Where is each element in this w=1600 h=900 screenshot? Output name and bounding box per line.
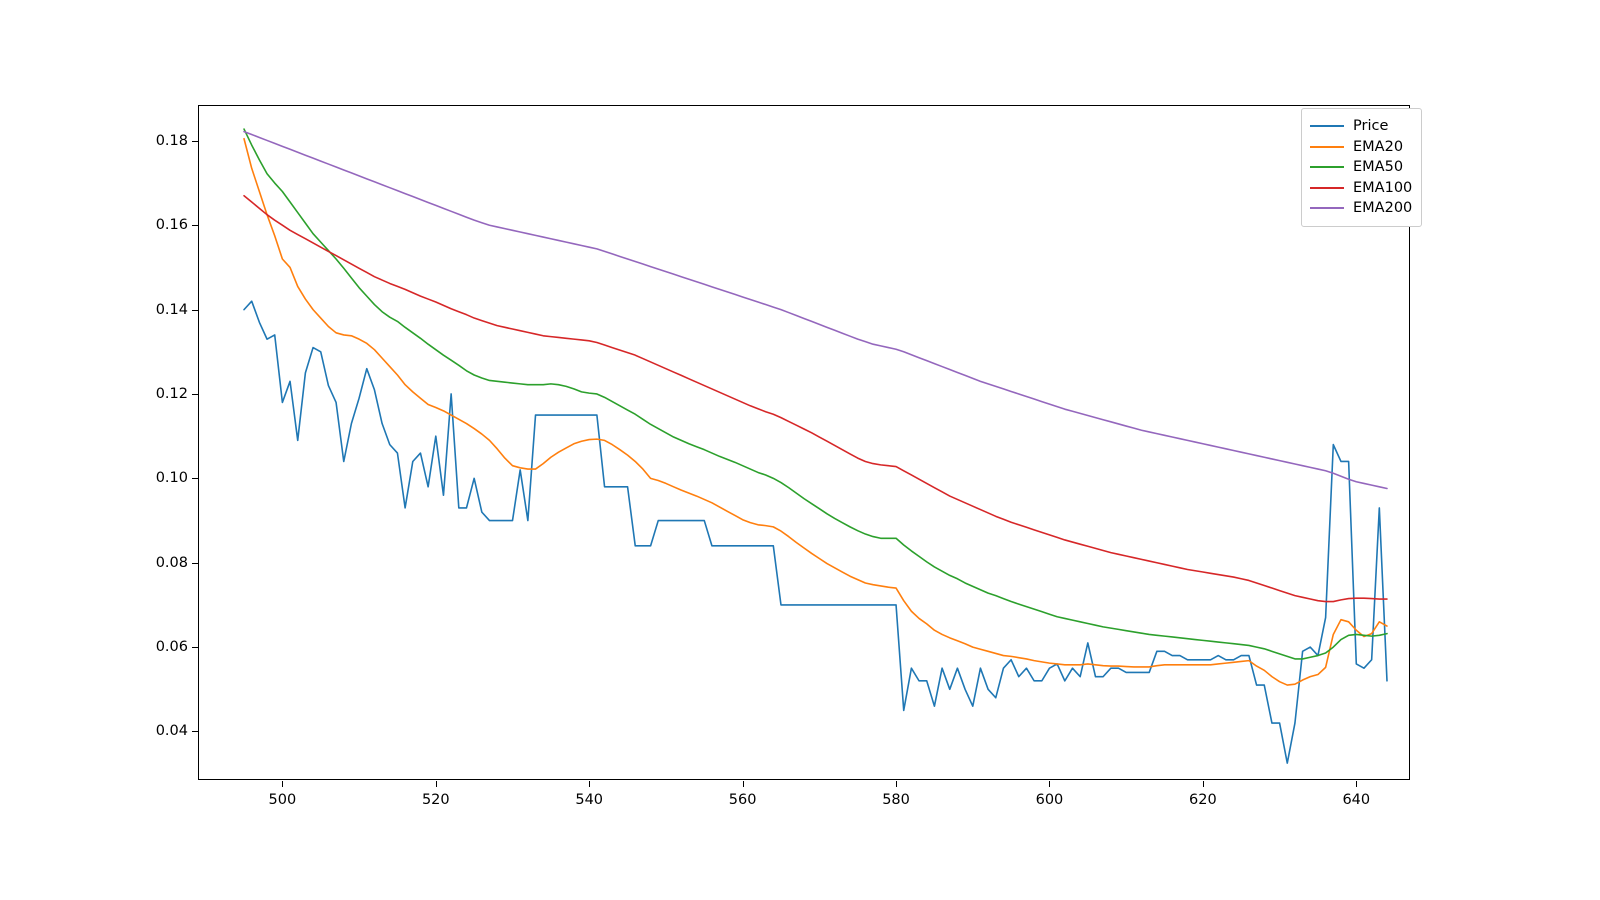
- legend-item-ema200[interactable]: EMA200: [1310, 198, 1412, 219]
- legend-item-ema100[interactable]: EMA100: [1310, 178, 1412, 199]
- y-tick-label: 0.16: [155, 217, 188, 234]
- y-tick-label: 0.10: [155, 470, 188, 487]
- x-tick-mark: [742, 781, 744, 787]
- x-tick-label: 520: [421, 792, 450, 808]
- legend-label: EMA20: [1353, 138, 1404, 155]
- x-tick-label: 500: [268, 792, 297, 808]
- x-axis-tick-marks: [198, 781, 1410, 791]
- x-tick-label: 620: [1189, 792, 1217, 808]
- chart-legend[interactable]: Price EMA20 EMA50 EMA100 EMA200: [1301, 108, 1423, 227]
- y-tick-mark: [192, 731, 198, 733]
- series-line-ema50: [243, 128, 1388, 660]
- y-tick-mark: [192, 309, 198, 311]
- legend-label: EMA200: [1353, 200, 1413, 216]
- x-tick-mark: [1049, 781, 1051, 787]
- y-tick-label: 0.06: [155, 639, 188, 656]
- x-tick-mark: [282, 781, 284, 787]
- legend-label: EMA50: [1353, 159, 1404, 175]
- y-tick-label: 0.18: [155, 132, 188, 149]
- legend-color-swatch: [1310, 125, 1344, 128]
- x-axis-tick-labels: 500 520 540 560 580 600 620 640: [198, 782, 1410, 822]
- legend-color-swatch: [1310, 207, 1344, 210]
- x-tick-mark: [1202, 781, 1204, 787]
- y-axis-tick-marks: [0, 105, 198, 780]
- y-tick-mark: [192, 478, 198, 480]
- legend-item-ema20[interactable]: EMA20: [1310, 137, 1412, 158]
- legend-label: EMA100: [1353, 179, 1413, 196]
- x-tick-label: 600: [1035, 792, 1064, 808]
- y-axis-tick-labels: 0.04 0.06 0.08 0.10 0.12 0.14 0.16 0.18: [0, 105, 188, 780]
- series-line-ema200: [243, 130, 1388, 490]
- y-tick-label: 0.12: [155, 385, 188, 402]
- legend-item-price[interactable]: Price: [1310, 116, 1412, 137]
- y-tick-label: 0.04: [155, 723, 188, 740]
- y-tick-label: 0.14: [155, 301, 188, 318]
- plot-lines: [243, 128, 1388, 764]
- y-tick-label: 0.08: [155, 554, 188, 571]
- y-tick-mark: [192, 562, 198, 564]
- x-tick-mark: [435, 781, 437, 787]
- plot-axes: [198, 105, 1410, 780]
- series-line-ema20: [243, 137, 1388, 686]
- y-tick-mark: [192, 140, 198, 142]
- legend-label: Price: [1353, 118, 1389, 134]
- y-tick-mark: [192, 647, 198, 649]
- legend-color-swatch: [1310, 166, 1344, 169]
- x-tick-mark: [1356, 781, 1358, 787]
- legend-item-ema50[interactable]: EMA50: [1310, 157, 1412, 178]
- x-tick-label: 560: [728, 792, 757, 808]
- series-line-price: [243, 300, 1388, 764]
- legend-color-swatch: [1310, 186, 1344, 189]
- series-line-ema100: [243, 194, 1388, 603]
- x-tick-label: 580: [882, 792, 910, 808]
- x-tick-label: 640: [1342, 792, 1371, 808]
- y-tick-mark: [192, 393, 198, 395]
- x-tick-mark: [589, 781, 591, 787]
- x-tick-label: 540: [575, 792, 604, 808]
- x-tick-mark: [896, 781, 898, 787]
- y-tick-mark: [192, 225, 198, 227]
- legend-color-swatch: [1310, 145, 1344, 148]
